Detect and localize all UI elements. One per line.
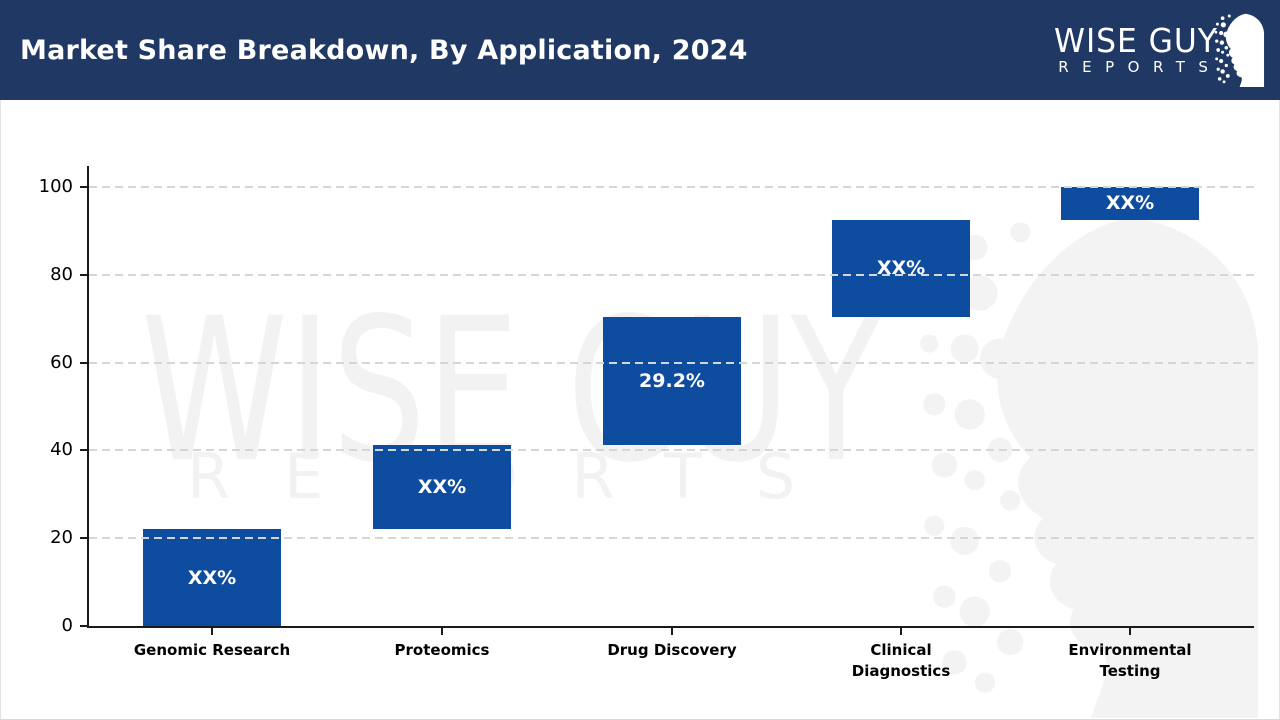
- bar-value-label-genomic-research: XX%: [187, 566, 237, 589]
- x-axis-line: [87, 626, 1254, 628]
- bar-environmental-testing: [1061, 187, 1199, 220]
- chart-canvas: WISE GUY REPORTS 0 20 40 60 80 100 XX% Genomic …: [0, 100, 1280, 720]
- y-tick-label-20: 20: [50, 527, 73, 549]
- gridline-40: [89, 449, 1254, 452]
- y-tick-label-40: 40: [50, 439, 73, 461]
- bar-value-label-drug-discovery: 29.2%: [639, 369, 705, 392]
- x-tick-mark-clinical-diagnostics: [900, 628, 902, 635]
- x-tick-mark-environmental-testing: [1129, 628, 1131, 635]
- y-tick-mark-100: [80, 186, 88, 188]
- gridline-20: [89, 537, 1254, 540]
- x-tick-label-drug-discovery: Drug Discovery: [607, 641, 737, 659]
- x-tick-label-environmental-testing: Environmental Testing: [1068, 641, 1192, 680]
- y-tick-mark-0: [80, 625, 88, 627]
- bar-value-label-environmental-testing: XX%: [1105, 192, 1155, 215]
- logo-text: WISE GUY REPORTS: [1054, 20, 1227, 77]
- y-tick-label-100: 100: [38, 176, 73, 197]
- logo-face-icon: [1214, 13, 1264, 87]
- plot-region: 0 20 40 60 80 100 XX% Genomic Research XX% Proteo…: [1, 100, 1279, 719]
- y-tick-mark-20: [80, 537, 88, 540]
- header-bar: Market Share Breakdown, By Application, …: [0, 0, 1280, 100]
- watermark-wordmark: WISE GUY: [141, 275, 882, 506]
- bar-value-label-clinical-diagnostics: XX%: [876, 257, 926, 280]
- y-tick-label-80: 80: [50, 263, 73, 285]
- y-tick-mark-40: [80, 449, 88, 452]
- x-tick-label-genomic-research: Genomic Research: [133, 641, 291, 659]
- x-tick-label-proteomics: Proteomics: [394, 641, 490, 659]
- x-tick-mark-drug-discovery: [671, 628, 673, 635]
- y-tick-mark-80: [80, 273, 88, 276]
- gridline-60: [89, 361, 1254, 364]
- chart-title: Market Share Breakdown, By Application, …: [20, 34, 748, 66]
- bar-drug-discovery: [603, 316, 741, 445]
- x-tick-mark-genomic-research: [211, 628, 213, 635]
- watermark-face-icon: [919, 217, 1258, 718]
- logo-subtitle: REPORTS: [1058, 58, 1222, 77]
- bar-value-label-proteomics: XX%: [417, 476, 467, 499]
- x-tick-label-clinical-diagnostics: Clinical Diagnostics: [851, 641, 951, 680]
- wise-guy-logo: WISE GUY REPORTS: [1054, 13, 1266, 87]
- bar-clinical-diagnostics: [832, 219, 970, 317]
- y-tick-label-0: 0: [61, 615, 73, 636]
- bar-genomic-research: [143, 529, 281, 626]
- gridline-80: [89, 273, 1254, 276]
- gridline-100: [89, 186, 1254, 188]
- x-tick-mark-proteomics: [441, 628, 443, 635]
- logo-wordmark: WISE GUY: [1054, 20, 1219, 60]
- y-tick-mark-60: [80, 361, 88, 364]
- y-axis-line: [87, 166, 89, 628]
- bar-proteomics: [373, 444, 511, 530]
- y-tick-label-60: 60: [50, 351, 73, 373]
